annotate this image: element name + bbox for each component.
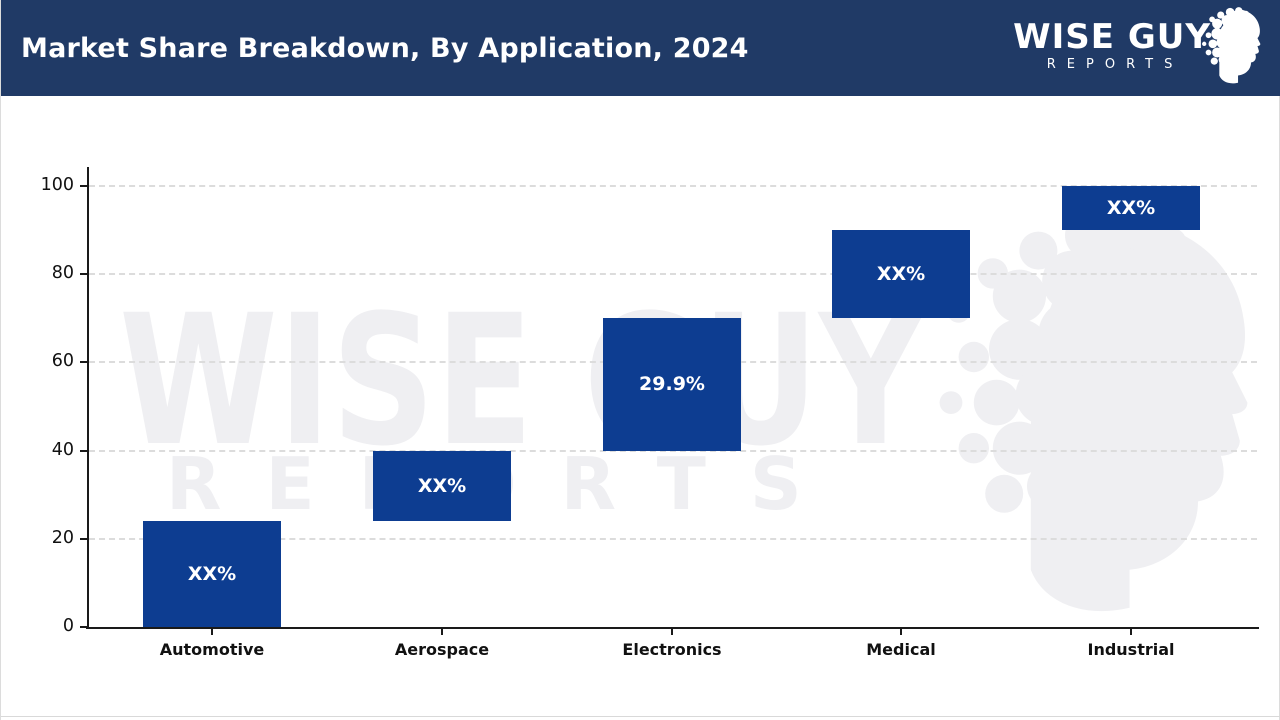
chart-title: Market Share Breakdown, By Application, … <box>21 32 749 64</box>
logo-subtitle: REPORTS <box>1046 56 1184 72</box>
y-tick-label-20: 20 <box>51 527 74 548</box>
y-tick-label-60: 60 <box>51 351 74 372</box>
wise-guy-logo: WISE GUY REPORTS <box>1013 6 1269 86</box>
y-axis-spine <box>87 167 89 629</box>
logo-wordmark: WISE GUY <box>1013 17 1211 58</box>
header-bar: Market Share Breakdown, By Application, … <box>1 0 1280 96</box>
x-tick-label-industrial: Industrial <box>1087 640 1175 659</box>
bar-label-medical: XX% <box>876 263 926 286</box>
bar-label-aerospace: XX% <box>417 474 467 497</box>
x-tick-aerospace <box>441 629 443 635</box>
bar-label-automotive: XX% <box>187 563 237 586</box>
x-tick-medical <box>900 629 902 635</box>
y-tick-label-100: 100 <box>40 174 74 195</box>
gridline-20 <box>89 537 1257 540</box>
bar-label-electronics: 29.9% <box>639 373 705 396</box>
gridline-100 <box>89 184 1257 187</box>
x-tick-label-aerospace: Aerospace <box>394 640 490 659</box>
y-tick-40 <box>80 449 88 452</box>
bar-aerospace: XX% <box>373 450 511 522</box>
y-tick-20 <box>80 537 88 540</box>
bar-automotive: XX% <box>143 521 281 627</box>
y-tick-80 <box>80 273 88 276</box>
gridline-40 <box>89 449 1257 452</box>
bar-medical: XX% <box>832 229 970 319</box>
y-tick-100 <box>80 184 88 187</box>
watermark-wordmark: WISE GUY <box>119 277 924 486</box>
logo-text: WISE GUY REPORTS <box>1013 17 1211 72</box>
y-tick-label-40: 40 <box>51 439 74 460</box>
x-tick-label-electronics: Electronics <box>622 640 722 659</box>
y-tick-label-80: 80 <box>51 263 74 284</box>
bar-label-industrial: XX% <box>1106 196 1156 219</box>
x-axis-spine <box>86 627 1259 629</box>
bar-industrial: XX% <box>1062 185 1200 230</box>
x-tick-label-automotive: Automotive <box>159 640 265 659</box>
y-tick-0 <box>80 626 88 628</box>
logo-face-icon <box>1202 7 1261 84</box>
x-tick-label-medical: Medical <box>866 640 936 659</box>
gridline-80 <box>89 273 1257 276</box>
watermark-face-icon <box>939 208 1248 612</box>
x-tick-automotive <box>211 629 213 635</box>
y-tick-label-0: 0 <box>62 616 74 636</box>
bar-electronics: 29.9% <box>603 318 741 451</box>
bottom-rule <box>1 716 1280 717</box>
x-tick-industrial <box>1130 629 1132 635</box>
y-tick-60 <box>80 361 88 364</box>
x-tick-electronics <box>671 629 673 635</box>
